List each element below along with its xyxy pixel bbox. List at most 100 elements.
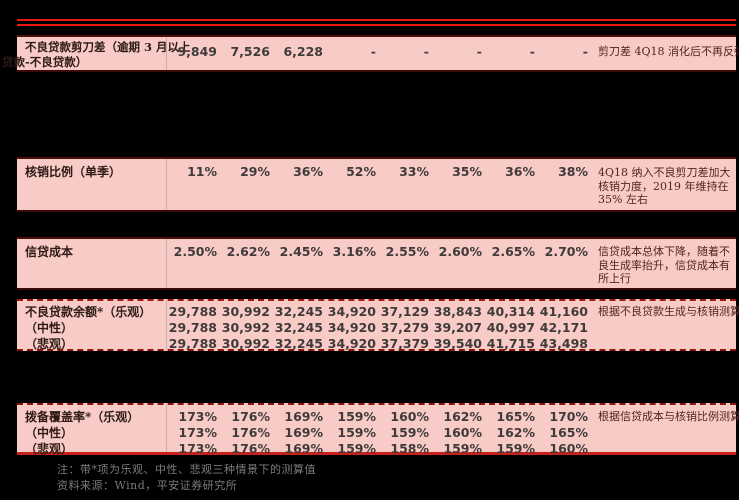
cell-value: 36% <box>505 164 535 179</box>
cell-value: 30,992 <box>221 304 270 319</box>
row-note: 4Q18 纳入不良剪刀差加大核销力度，2019 年维持在 35% 左右 <box>598 166 731 206</box>
cell-value: - <box>370 44 376 59</box>
cell-value: 6,228 <box>283 44 323 59</box>
cell-value: 40,997 <box>486 320 535 335</box>
cell-value: 2.50% <box>173 244 217 259</box>
cell-value: 169% <box>284 409 323 424</box>
column-divider <box>166 301 167 349</box>
cell-value: 42,171 <box>539 320 588 335</box>
cell-value: - <box>423 44 429 59</box>
row-label: 不良贷款余额*（乐观） <box>25 305 152 319</box>
cell-value: 169% <box>284 425 323 440</box>
table-row-credit-cost: 信贷成本 2.50% 2.62% 2.45% 3.16% 2.55% 2.60%… <box>17 237 736 290</box>
cell-value: 2.62% <box>226 244 270 259</box>
top-rule-upper <box>17 19 736 21</box>
cell-value: 11% <box>187 164 217 179</box>
cell-value: 9,849 <box>177 44 217 59</box>
cell-value: 3.16% <box>332 244 376 259</box>
cell-value: 41,160 <box>539 304 588 319</box>
cell-value: 173% <box>178 425 217 440</box>
cell-value: 2.70% <box>544 244 588 259</box>
cell-value: 30,992 <box>221 320 270 335</box>
cell-value: 160% <box>549 441 588 456</box>
cell-value: 159% <box>443 441 482 456</box>
cell-value: 2.45% <box>279 244 323 259</box>
cell-value: 29,788 <box>168 336 217 351</box>
cell-value: 2.55% <box>385 244 429 259</box>
cell-value: 176% <box>231 409 270 424</box>
cell-value: 159% <box>390 425 429 440</box>
cell-value: 37,279 <box>380 320 429 335</box>
cell-value: 7,526 <box>230 44 270 59</box>
row-label: 信贷成本 <box>25 245 74 259</box>
cell-value: 43,498 <box>539 336 588 351</box>
cell-value: 162% <box>496 425 535 440</box>
cell-value: 159% <box>337 441 376 456</box>
cell-value: - <box>476 44 482 59</box>
cell-value: 170% <box>549 409 588 424</box>
cell-value: 176% <box>231 441 270 456</box>
cell-value: 35% <box>452 164 482 179</box>
cell-value: 173% <box>178 441 217 456</box>
cell-value: 36% <box>293 164 323 179</box>
cell-value: 32,245 <box>274 304 323 319</box>
cell-value: 159% <box>496 441 535 456</box>
column-divider <box>166 37 167 70</box>
row-label: 核销比例（单季） <box>25 165 122 179</box>
cell-value: 37,129 <box>380 304 429 319</box>
footnote-asterisk: 注：带*项为乐观、中性、悲观三种情景下的测算值 <box>57 463 316 476</box>
cell-value: 2.60% <box>438 244 482 259</box>
cell-value: 160% <box>443 425 482 440</box>
cell-value: 40,314 <box>486 304 535 319</box>
cell-value: 32,245 <box>274 320 323 335</box>
row-note: 信贷成本总体下降，随着不良生成率抬升，信贷成本有所上行 <box>598 245 730 285</box>
cell-value: - <box>529 44 535 59</box>
cell-value: 34,920 <box>327 336 376 351</box>
row-note: 根据不良贷款生成与核销测算 <box>598 305 739 318</box>
cell-value: 41,715 <box>486 336 535 351</box>
cell-value: 39,207 <box>433 320 482 335</box>
source-note: 资料来源：Wind，平安证券研究所 <box>57 479 238 492</box>
cell-value: 159% <box>337 425 376 440</box>
cell-value: 38,843 <box>433 304 482 319</box>
cell-value: 160% <box>390 409 429 424</box>
cell-value: 34,920 <box>327 304 376 319</box>
cell-value: 162% <box>443 409 482 424</box>
cell-value: 158% <box>390 441 429 456</box>
cell-value: 29,788 <box>168 304 217 319</box>
cell-value: 38% <box>558 164 588 179</box>
cell-value: 34,920 <box>327 320 376 335</box>
cell-value: 39,540 <box>433 336 482 351</box>
column-divider <box>166 405 167 452</box>
row-label: （悲观） <box>25 337 74 351</box>
cell-value: 52% <box>346 164 376 179</box>
row-label-line1: 不良贷款剪刀差（逾期 3 月以上 <box>25 40 191 54</box>
top-rule-lower <box>17 24 736 26</box>
cell-value: 176% <box>231 425 270 440</box>
row-note: 根据信贷成本与核销比例测算 <box>598 410 739 423</box>
row-label: 拨备覆盖率*（乐观） <box>25 410 140 424</box>
cell-value: 32,245 <box>274 336 323 351</box>
table-row-npl-scissors: 不良贷款剪刀差（逾期 3 月以上 贷款-不良贷款） 9,849 7,526 6,… <box>2 35 739 72</box>
cell-value: 2.65% <box>491 244 535 259</box>
cell-value: 37,379 <box>380 336 429 351</box>
table-row-provision-coverage: 拨备覆盖率*（乐观） 173% 176% 169% 159% 160% 162%… <box>17 403 739 456</box>
column-divider <box>166 239 167 288</box>
cell-value: 29% <box>240 164 270 179</box>
cell-value: - <box>582 44 588 59</box>
row-label: （悲观） <box>25 442 74 456</box>
cell-value: 159% <box>337 409 376 424</box>
row-label: （中性） <box>25 426 74 440</box>
cell-value: 173% <box>178 409 217 424</box>
row-label-line2: 贷款-不良贷款） <box>2 55 88 69</box>
cell-value: 33% <box>399 164 429 179</box>
column-divider <box>166 159 167 210</box>
cell-value: 29,788 <box>168 320 217 335</box>
table-row-writeoff-ratio: 核销比例（单季） 11% 29% 36% 52% 33% 35% 36% 38%… <box>17 157 736 212</box>
cell-value: 169% <box>284 441 323 456</box>
cell-value: 165% <box>549 425 588 440</box>
row-label: （中性） <box>25 321 74 335</box>
table-row-npl-balance: 不良贷款余额*（乐观） 29,788 30,992 32,245 34,920 … <box>17 299 739 351</box>
cell-value: 165% <box>496 409 535 424</box>
